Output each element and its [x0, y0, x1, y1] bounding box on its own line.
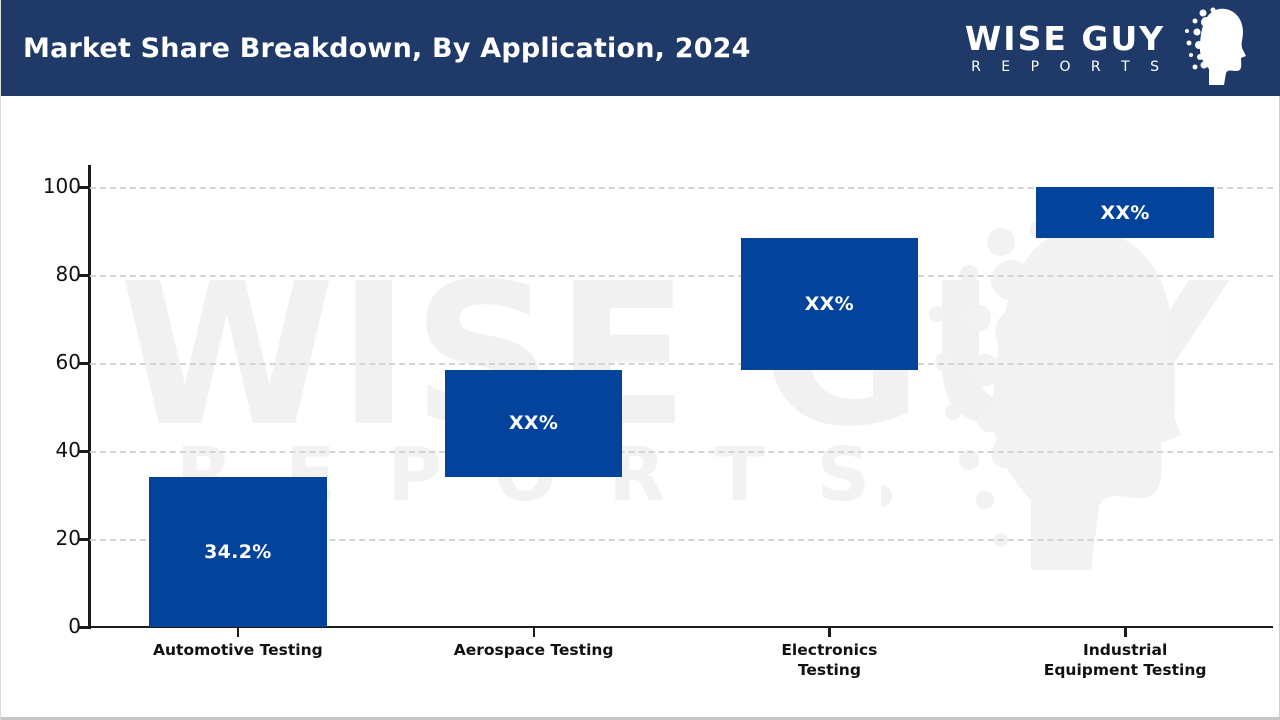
x-category-label: Aerospace Testing [453, 641, 614, 659]
header-bar: Market Share Breakdown, By Application, … [1, 0, 1280, 96]
y-axis-tick-label: 40 [55, 438, 81, 463]
bar-value-label: XX% [1100, 201, 1150, 224]
bottom-border [1, 717, 1280, 720]
page-title: Market Share Breakdown, By Application, … [23, 32, 751, 64]
gridline [90, 275, 1273, 277]
y-axis-line [88, 165, 91, 629]
y-axis-tick [79, 362, 88, 365]
brand-logo: WISE GUY R E P O R T S [963, 5, 1247, 91]
x-axis-tick [1124, 628, 1127, 637]
x-axis-tick [236, 628, 240, 637]
brand-subtitle: R E P O R T S [971, 59, 1167, 75]
watermark-head-icon [870, 210, 1181, 594]
y-axis-tick-label: 100 [42, 174, 81, 199]
bar-segment: 34.2% [149, 476, 327, 627]
y-axis-tick [79, 274, 88, 277]
x-category-label: Electronics Testing [781, 641, 878, 679]
bar-value-label: XX% [508, 412, 559, 435]
brand-name: WISE GUY [964, 19, 1166, 58]
x-axis-line [88, 625, 1273, 628]
x-category-label: Industrial Equipment Testing [1043, 641, 1207, 679]
gridline [90, 539, 1273, 541]
bar-value-label: 34.2% [204, 540, 272, 563]
y-axis-tick-label: 20 [55, 526, 81, 551]
y-axis-tick-label: 0 [68, 614, 81, 639]
y-axis-tick [79, 450, 88, 453]
bar-value-label: XX% [804, 293, 854, 316]
bar-segment: XX% [444, 369, 623, 477]
y-axis-tick [79, 186, 88, 189]
y-axis-tick-label: 80 [55, 262, 81, 287]
y-axis-tick [79, 538, 88, 541]
gridline [90, 187, 1273, 189]
x-axis-tick [828, 628, 831, 637]
bar-segment: XX% [1036, 187, 1214, 239]
brand-logo-text: WISE GUY R E P O R T S [963, 22, 1167, 74]
bar-segment: XX% [740, 238, 919, 370]
gridline [90, 451, 1273, 453]
gridline [90, 363, 1273, 365]
y-axis-tick-label: 60 [55, 350, 81, 375]
y-axis-tick [79, 626, 88, 629]
waterfall-chart: 0 20 40 60 80 100 34.2% Automotive Testing XX% Ae… [43, 165, 1273, 679]
brand-head-icon [1173, 5, 1247, 91]
x-category-label: Automotive Testing [153, 641, 323, 659]
x-axis-tick [532, 628, 536, 637]
